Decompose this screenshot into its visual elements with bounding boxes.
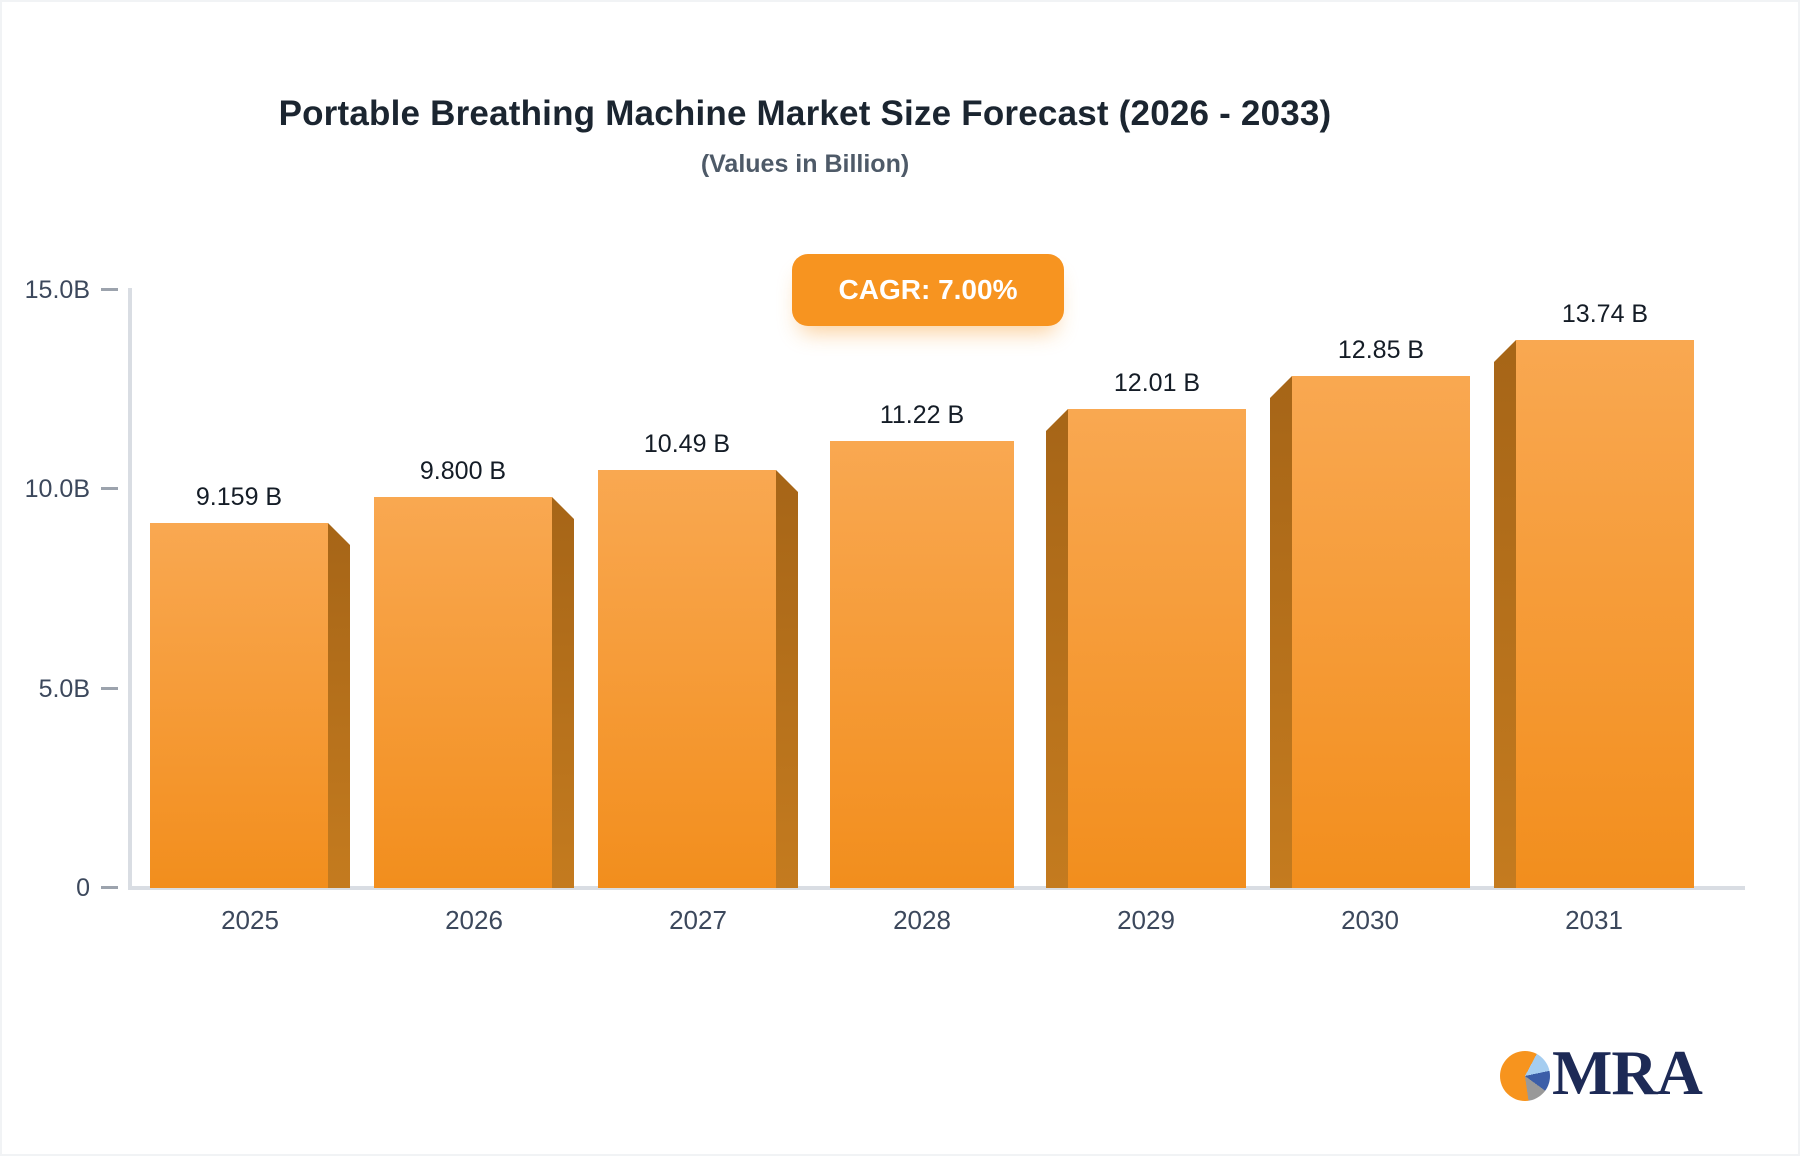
pie-chart-icon — [1500, 1051, 1550, 1101]
bar-2027-side — [776, 470, 798, 888]
y-axis-tick-0 — [101, 288, 118, 291]
bar-2031 — [1516, 340, 1694, 888]
y-axis-tick-label-2: 5.0B — [38, 674, 90, 703]
bar-2026-side — [552, 497, 574, 888]
chart-subtitle: (Values in Billion) — [700, 150, 910, 178]
bar-value-label-2031: 13.74 B — [1561, 300, 1649, 328]
x-axis-label-2027: 2027 — [669, 905, 727, 935]
y-axis-tick-label-3: 0 — [76, 874, 90, 902]
x-axis-line — [128, 886, 1745, 890]
x-axis-label-2028: 2028 — [893, 905, 951, 935]
y-axis-tick-label-0: 15.0B — [24, 276, 90, 304]
brand-logo: MRA — [1500, 1036, 1703, 1110]
bar-2027 — [598, 470, 776, 888]
cagr-badge: CAGR: 7.00% — [792, 254, 1064, 326]
x-axis-label-2026: 2026 — [445, 905, 503, 935]
brand-logo-text: MRA — [1552, 1037, 1703, 1108]
x-axis-label-2031: 2031 — [1565, 905, 1623, 935]
bar-value-label-2029: 12.01 B — [1113, 369, 1201, 397]
bar-2026 — [374, 497, 552, 888]
y-axis-tick-1 — [101, 487, 118, 491]
bar-2030-side — [1270, 376, 1292, 888]
bar-2031-side — [1494, 340, 1516, 888]
y-axis-line — [128, 288, 132, 890]
y-axis-tick-2 — [101, 686, 118, 690]
bar-2025 — [150, 523, 328, 888]
bar-value-label-2025: 9.159 B — [195, 483, 283, 511]
chart-title: Portable Breathing Machine Market Size F… — [278, 94, 1332, 133]
bar-value-label-2026: 9.800 B — [419, 457, 507, 485]
x-axis-label-2030: 2030 — [1341, 905, 1399, 935]
bar-2029 — [1068, 409, 1246, 888]
bar-2028 — [830, 441, 1014, 888]
y-axis-tick-3 — [101, 886, 118, 889]
bar-2025-side — [328, 523, 350, 888]
bar-2029-side — [1046, 409, 1068, 888]
bar-value-label-2027: 10.49 B — [643, 430, 731, 458]
chart-header: Portable Breathing Machine Market Size F… — [0, 94, 1610, 179]
bar-2030 — [1292, 376, 1470, 888]
x-axis-label-2029: 2029 — [1117, 905, 1175, 935]
y-axis-tick-label-1: 10.0B — [24, 475, 90, 504]
bar-value-label-2028: 11.22 B — [879, 401, 965, 429]
bar-value-label-2030: 12.85 B — [1337, 336, 1425, 364]
x-axis-label-2025: 2025 — [221, 905, 279, 935]
